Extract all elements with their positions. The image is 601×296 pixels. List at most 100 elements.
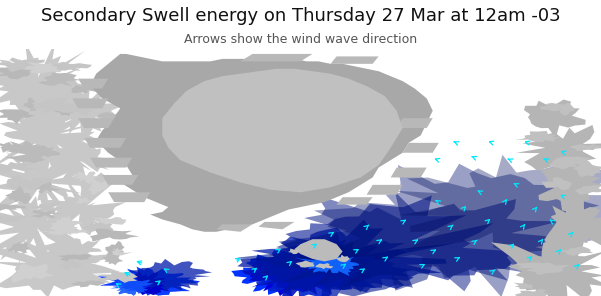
Polygon shape xyxy=(10,140,41,153)
Polygon shape xyxy=(34,180,60,194)
Polygon shape xyxy=(337,255,350,262)
Polygon shape xyxy=(560,246,593,256)
Polygon shape xyxy=(0,109,34,124)
Polygon shape xyxy=(524,99,585,138)
Polygon shape xyxy=(8,178,52,190)
Polygon shape xyxy=(57,254,91,261)
Polygon shape xyxy=(78,79,108,89)
Polygon shape xyxy=(30,210,62,218)
Polygon shape xyxy=(294,252,359,276)
Polygon shape xyxy=(127,259,212,292)
Polygon shape xyxy=(570,144,601,151)
Polygon shape xyxy=(296,260,314,268)
Polygon shape xyxy=(97,267,200,296)
Polygon shape xyxy=(0,67,37,79)
Polygon shape xyxy=(538,158,601,212)
Polygon shape xyxy=(61,102,107,116)
Polygon shape xyxy=(93,271,138,283)
Polygon shape xyxy=(31,201,67,215)
Polygon shape xyxy=(258,222,294,229)
Polygon shape xyxy=(35,227,91,235)
Polygon shape xyxy=(111,248,123,256)
Polygon shape xyxy=(288,249,301,254)
Polygon shape xyxy=(0,83,118,177)
Polygon shape xyxy=(491,241,601,296)
Polygon shape xyxy=(5,186,31,204)
Text: Arrows show the wind wave direction: Arrows show the wind wave direction xyxy=(184,33,417,46)
Polygon shape xyxy=(316,263,333,269)
Polygon shape xyxy=(0,215,28,223)
Polygon shape xyxy=(540,103,567,111)
Polygon shape xyxy=(84,138,126,148)
Polygon shape xyxy=(395,155,601,266)
Polygon shape xyxy=(75,197,91,204)
Polygon shape xyxy=(0,40,104,137)
Polygon shape xyxy=(102,252,123,265)
Polygon shape xyxy=(93,217,127,225)
Polygon shape xyxy=(58,259,83,270)
Polygon shape xyxy=(542,177,573,190)
Polygon shape xyxy=(237,232,413,292)
Polygon shape xyxy=(72,171,99,184)
Polygon shape xyxy=(23,97,36,112)
Polygon shape xyxy=(242,250,362,296)
Polygon shape xyxy=(391,168,427,177)
Polygon shape xyxy=(72,98,108,108)
Polygon shape xyxy=(43,173,126,235)
Polygon shape xyxy=(90,229,139,242)
Polygon shape xyxy=(0,133,114,225)
Polygon shape xyxy=(403,143,439,153)
Polygon shape xyxy=(102,175,138,185)
Polygon shape xyxy=(38,73,81,87)
Polygon shape xyxy=(71,85,97,93)
Polygon shape xyxy=(50,62,92,71)
Polygon shape xyxy=(98,111,140,123)
Polygon shape xyxy=(40,234,102,271)
Polygon shape xyxy=(119,271,170,295)
Polygon shape xyxy=(0,142,19,153)
Polygon shape xyxy=(279,192,568,291)
Polygon shape xyxy=(250,220,455,296)
Polygon shape xyxy=(514,289,550,296)
Polygon shape xyxy=(331,57,379,64)
Polygon shape xyxy=(111,277,154,296)
Polygon shape xyxy=(526,262,570,275)
Polygon shape xyxy=(6,176,24,192)
Polygon shape xyxy=(49,219,84,236)
Polygon shape xyxy=(11,263,54,283)
Polygon shape xyxy=(78,118,114,128)
Polygon shape xyxy=(516,262,554,268)
Polygon shape xyxy=(0,57,49,72)
Polygon shape xyxy=(573,160,601,177)
Polygon shape xyxy=(237,195,517,296)
Polygon shape xyxy=(555,157,590,164)
Polygon shape xyxy=(524,131,557,142)
Polygon shape xyxy=(162,69,403,192)
Polygon shape xyxy=(0,162,39,173)
Polygon shape xyxy=(23,62,73,74)
Polygon shape xyxy=(88,179,110,194)
Polygon shape xyxy=(84,217,114,235)
Polygon shape xyxy=(0,239,133,296)
Polygon shape xyxy=(7,242,31,253)
Polygon shape xyxy=(49,136,118,191)
Polygon shape xyxy=(545,186,601,260)
Polygon shape xyxy=(90,158,132,168)
Polygon shape xyxy=(0,204,27,211)
Polygon shape xyxy=(0,196,90,266)
Text: Secondary Swell energy on Thursday 27 Mar at 12am -03: Secondary Swell energy on Thursday 27 Ma… xyxy=(41,7,560,25)
Polygon shape xyxy=(248,258,323,296)
Polygon shape xyxy=(25,146,61,158)
Polygon shape xyxy=(28,98,70,113)
Polygon shape xyxy=(44,74,121,141)
Polygon shape xyxy=(71,281,105,287)
Polygon shape xyxy=(216,224,252,232)
Polygon shape xyxy=(55,105,75,116)
Polygon shape xyxy=(105,241,124,259)
Polygon shape xyxy=(516,125,601,171)
Polygon shape xyxy=(57,78,80,86)
Polygon shape xyxy=(397,118,433,128)
Polygon shape xyxy=(314,164,599,296)
Polygon shape xyxy=(516,135,561,142)
Polygon shape xyxy=(33,208,52,215)
